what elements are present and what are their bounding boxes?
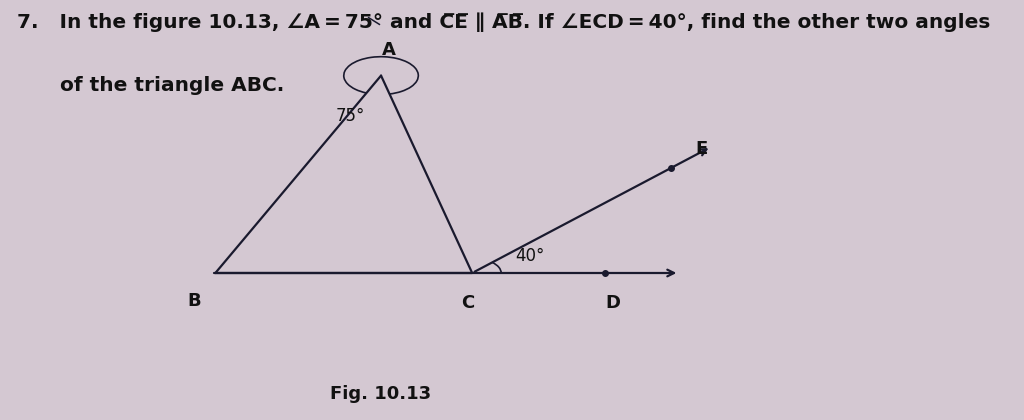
Text: C: C (462, 294, 475, 312)
Text: 7.   In the figure 10.13, ∠A = 75° and C̅E̅ ∥ A̅B̅. If ∠ECD = 40°, find the othe: 7. In the figure 10.13, ∠A = 75° and C̅E… (16, 13, 990, 32)
Text: D: D (605, 294, 621, 312)
Text: B: B (187, 292, 202, 310)
Text: 75°: 75° (336, 107, 365, 125)
Text: A: A (382, 41, 396, 59)
Text: E: E (696, 139, 708, 158)
Text: of the triangle ABC.: of the triangle ABC. (59, 76, 284, 94)
Text: Fig. 10.13: Fig. 10.13 (331, 385, 431, 403)
Text: 40°: 40° (515, 247, 545, 265)
